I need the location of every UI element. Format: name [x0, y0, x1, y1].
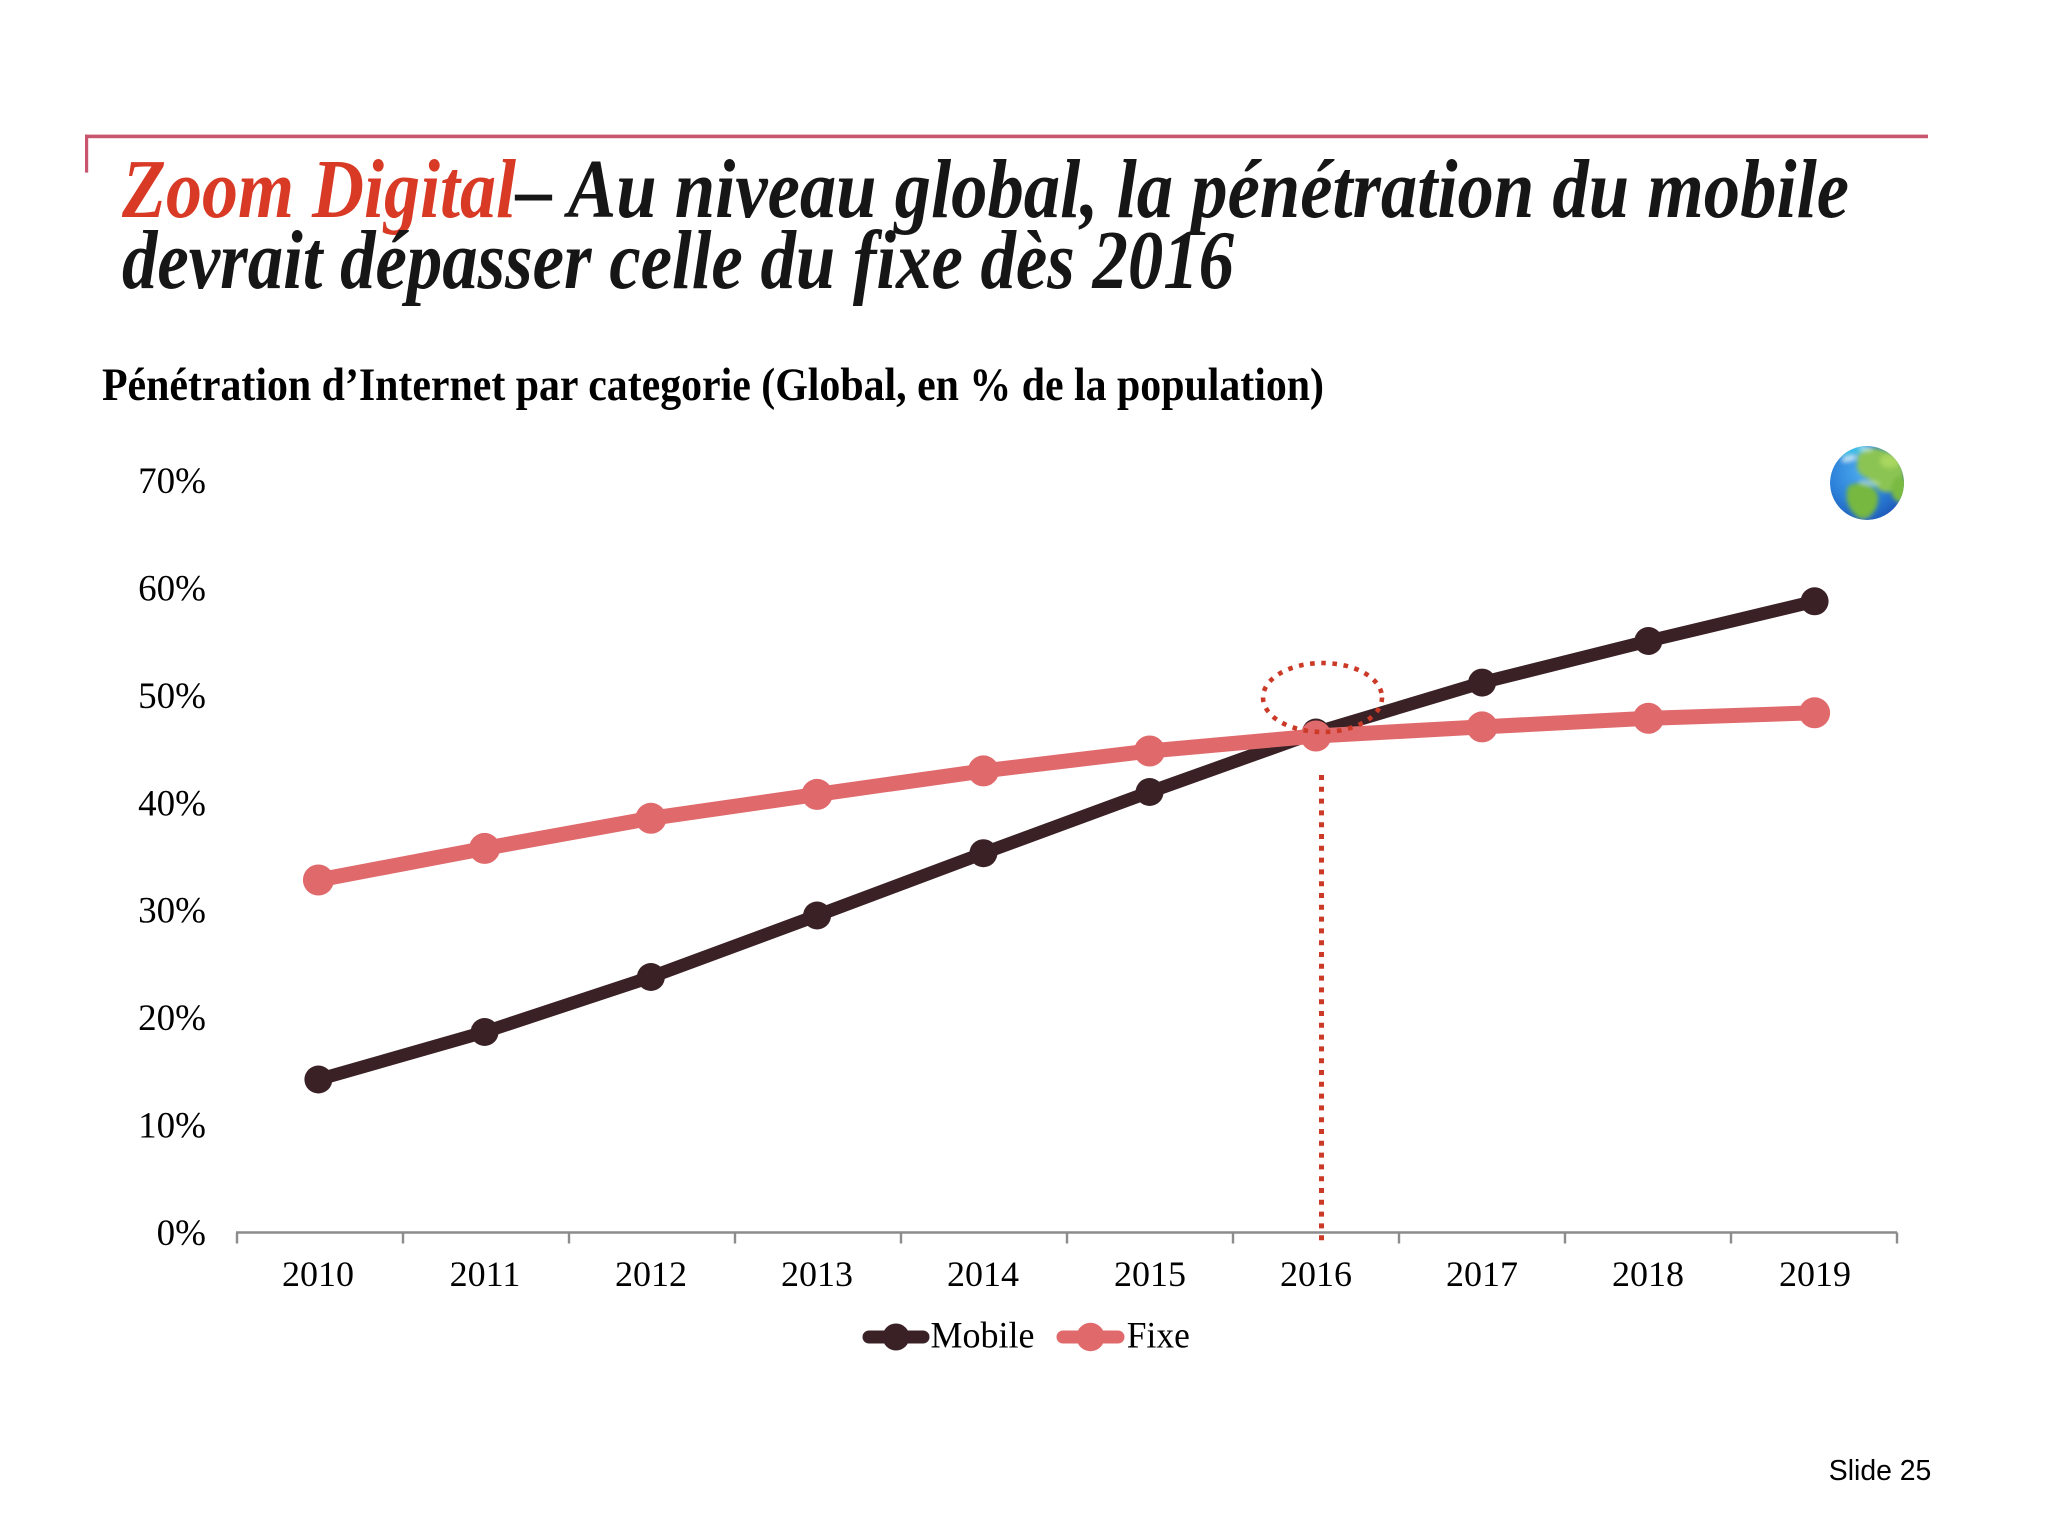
- svg-text:50%: 50%: [138, 676, 206, 717]
- svg-text:2013: 2013: [781, 1254, 853, 1294]
- svg-text:2017: 2017: [1446, 1254, 1518, 1294]
- svg-text:Slide 25: Slide 25: [1829, 1455, 1932, 1487]
- svg-text:30%: 30%: [138, 891, 206, 932]
- svg-text:Mobile: Mobile: [931, 1316, 1035, 1357]
- svg-text:Pénétration d’Internet par cat: Pénétration d’Internet par categorie (Gl…: [102, 359, 1324, 411]
- svg-text:60%: 60%: [138, 568, 206, 609]
- svg-text:10%: 10%: [138, 1106, 206, 1147]
- svg-text:2012: 2012: [615, 1254, 687, 1294]
- svg-text:0%: 0%: [157, 1213, 206, 1254]
- svg-text:Fixe: Fixe: [1127, 1316, 1190, 1357]
- svg-text:2018: 2018: [1612, 1254, 1684, 1294]
- svg-text:2010: 2010: [282, 1254, 354, 1294]
- svg-text:2014: 2014: [947, 1254, 1019, 1294]
- svg-text:2016: 2016: [1280, 1254, 1352, 1294]
- svg-text:Zoom Digital– Au niveau global: Zoom Digital– Au niveau global, la pénét…: [121, 143, 1849, 236]
- svg-text:2015: 2015: [1114, 1254, 1186, 1294]
- svg-text:70%: 70%: [138, 461, 206, 502]
- svg-text:20%: 20%: [138, 998, 206, 1039]
- svg-text:2019: 2019: [1779, 1254, 1851, 1294]
- svg-text:40%: 40%: [138, 783, 206, 824]
- svg-text:2011: 2011: [450, 1254, 521, 1294]
- svg-text:devrait dépasser celle du fixe: devrait dépasser celle du fixe dès 2016: [122, 214, 1234, 307]
